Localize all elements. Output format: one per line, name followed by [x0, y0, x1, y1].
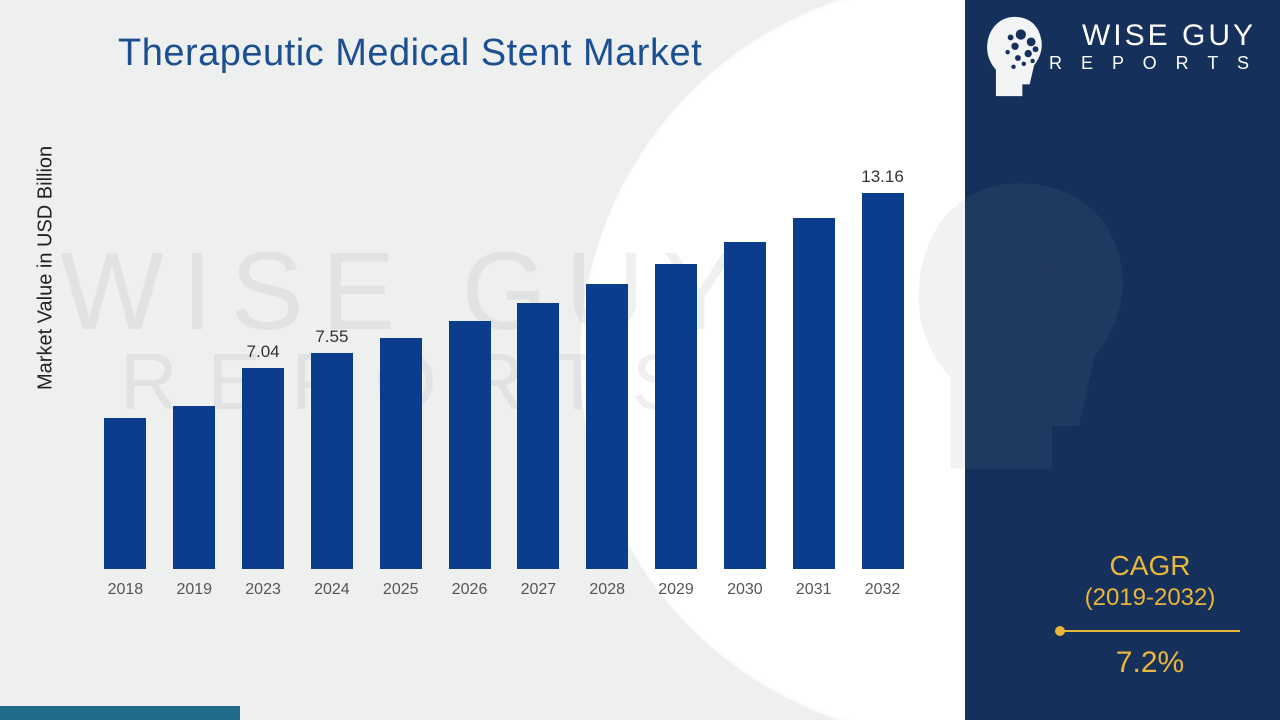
bar-wrap: [653, 264, 700, 569]
bar-wrap: [584, 284, 631, 569]
bar-wrap: [102, 418, 149, 569]
bar: [380, 338, 422, 569]
bar: [586, 284, 628, 569]
bar-value-label: 13.16: [861, 167, 904, 187]
bar-wrap: 13.16: [859, 193, 906, 569]
cagr-value: 7.2%: [1020, 646, 1280, 680]
bar-wrap: [377, 338, 424, 569]
brand-line2: R E P O R T S: [1049, 54, 1256, 73]
x-tick-label: 2023: [240, 581, 287, 599]
bar-wrap: 7.04: [240, 368, 287, 569]
bar-value-label: 7.04: [247, 342, 280, 362]
x-tick-label: 2019: [171, 581, 218, 599]
x-tick-label: 2027: [515, 581, 562, 599]
bar: [449, 321, 491, 569]
bar-wrap: [171, 406, 218, 569]
page-title: Therapeutic Medical Stent Market: [118, 32, 702, 75]
y-axis-label: Market Value in USD Billion: [35, 146, 58, 390]
x-tick-label: 2032: [859, 581, 906, 599]
bar-chart: Market Value in USD Billion 7.047.5513.1…: [52, 170, 912, 610]
bar-value-label: 7.55: [315, 327, 348, 347]
bar-wrap: [515, 303, 562, 569]
bar: [724, 242, 766, 569]
cagr-divider: [1060, 630, 1240, 632]
cagr-label: CAGR: [1020, 550, 1280, 582]
x-tick-label: 2028: [584, 581, 631, 599]
bar-wrap: [721, 242, 768, 569]
x-tick-label: 2031: [790, 581, 837, 599]
bar: [862, 193, 904, 569]
bar-wrap: [446, 321, 493, 569]
bar: [173, 406, 215, 569]
bottom-accent-strip: [0, 706, 240, 720]
bars-container: 7.04 7.55 13.16: [96, 170, 912, 569]
brand-logo: WISE GUY R E P O R T S: [1049, 20, 1256, 72]
cagr-block: CAGR (2019-2032) 7.2%: [1020, 550, 1280, 680]
bar: [311, 353, 353, 569]
bar: [655, 264, 697, 569]
bar: [242, 368, 284, 569]
x-tick-label: 2026: [446, 581, 493, 599]
bar: [793, 218, 835, 569]
bar-wrap: [790, 218, 837, 569]
plot-area: 7.047.5513.16 20182019202320242025202620…: [96, 170, 912, 570]
x-axis-labels: 2018 2019 2023 2024 2025 2026 2027 2028 2029 2030…: [96, 581, 912, 599]
x-tick-label: 2018: [102, 581, 149, 599]
brand-line1: WISE GUY: [1049, 20, 1256, 52]
bar: [104, 418, 146, 569]
bar: [517, 303, 559, 569]
x-tick-label: 2030: [721, 581, 768, 599]
cagr-period: (2019-2032): [1020, 584, 1280, 612]
infographic-stage: WISE GUY REPORTS Therapeutic Medical Ste…: [0, 0, 1280, 720]
x-tick-label: 2024: [308, 581, 355, 599]
x-tick-label: 2025: [377, 581, 424, 599]
brand-head-icon: [975, 14, 1055, 102]
bar-wrap: 7.55: [308, 353, 355, 569]
x-tick-label: 2029: [653, 581, 700, 599]
